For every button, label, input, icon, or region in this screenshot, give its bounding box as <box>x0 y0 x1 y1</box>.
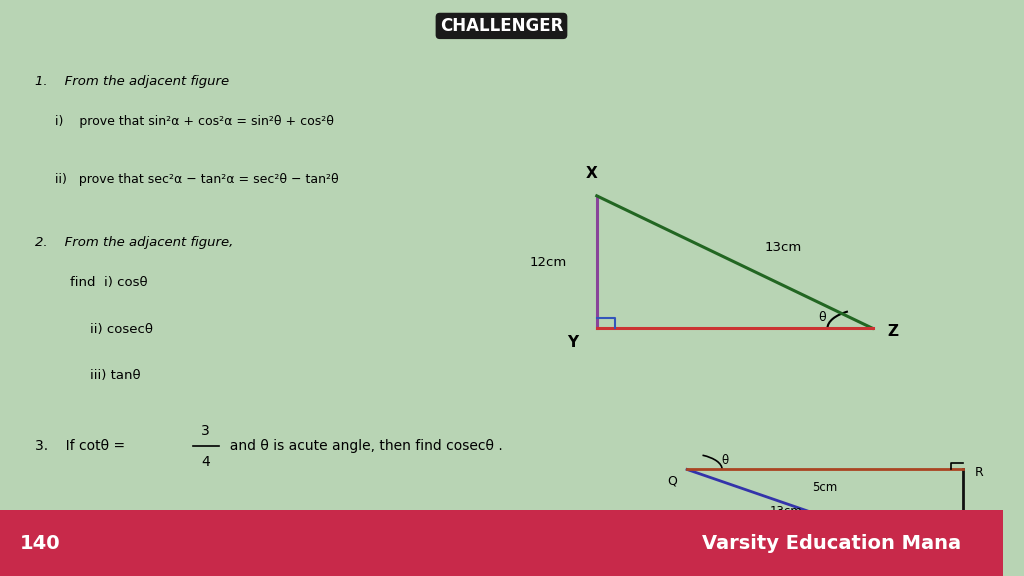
Text: 13cm: 13cm <box>770 505 803 518</box>
Text: find  i) cosθ: find i) cosθ <box>71 276 147 290</box>
Text: 140: 140 <box>20 534 60 552</box>
Text: θ: θ <box>818 312 826 324</box>
Text: and θ is acute angle, then find cosecθ .: and θ is acute angle, then find cosecθ . <box>220 439 503 453</box>
Text: 13cm: 13cm <box>765 241 802 254</box>
Text: α: α <box>968 545 976 559</box>
Text: iii) tanθ: iii) tanθ <box>90 369 141 382</box>
Text: R: R <box>975 466 984 479</box>
Text: 3: 3 <box>202 424 210 438</box>
Text: 5cm: 5cm <box>812 481 838 494</box>
Text: X: X <box>586 166 598 181</box>
Text: 3.    If cotθ =: 3. If cotθ = <box>35 439 130 453</box>
Text: Q: Q <box>667 474 677 487</box>
Text: ii) cosecθ: ii) cosecθ <box>90 323 154 336</box>
Text: Varsity Education Mana: Varsity Education Mana <box>702 534 962 552</box>
Bar <box>0 510 1002 576</box>
Text: 12cm: 12cm <box>529 256 566 268</box>
Text: ii)   prove that sec²α − tan²α = sec²θ − tan²θ: ii) prove that sec²α − tan²α = sec²θ − t… <box>55 173 339 186</box>
Text: 2.    From the adjacent figure,: 2. From the adjacent figure, <box>35 236 233 249</box>
Text: θ: θ <box>722 454 729 467</box>
Text: Y: Y <box>567 335 579 350</box>
Text: Z: Z <box>888 324 899 339</box>
Text: i)    prove that sin²α + cos²α = sin²θ + cos²θ: i) prove that sin²α + cos²α = sin²θ + co… <box>55 115 334 128</box>
Text: CHALLENGER: CHALLENGER <box>439 17 563 35</box>
Text: 1.    From the adjacent figure: 1. From the adjacent figure <box>35 75 229 88</box>
Text: 4: 4 <box>202 455 210 469</box>
